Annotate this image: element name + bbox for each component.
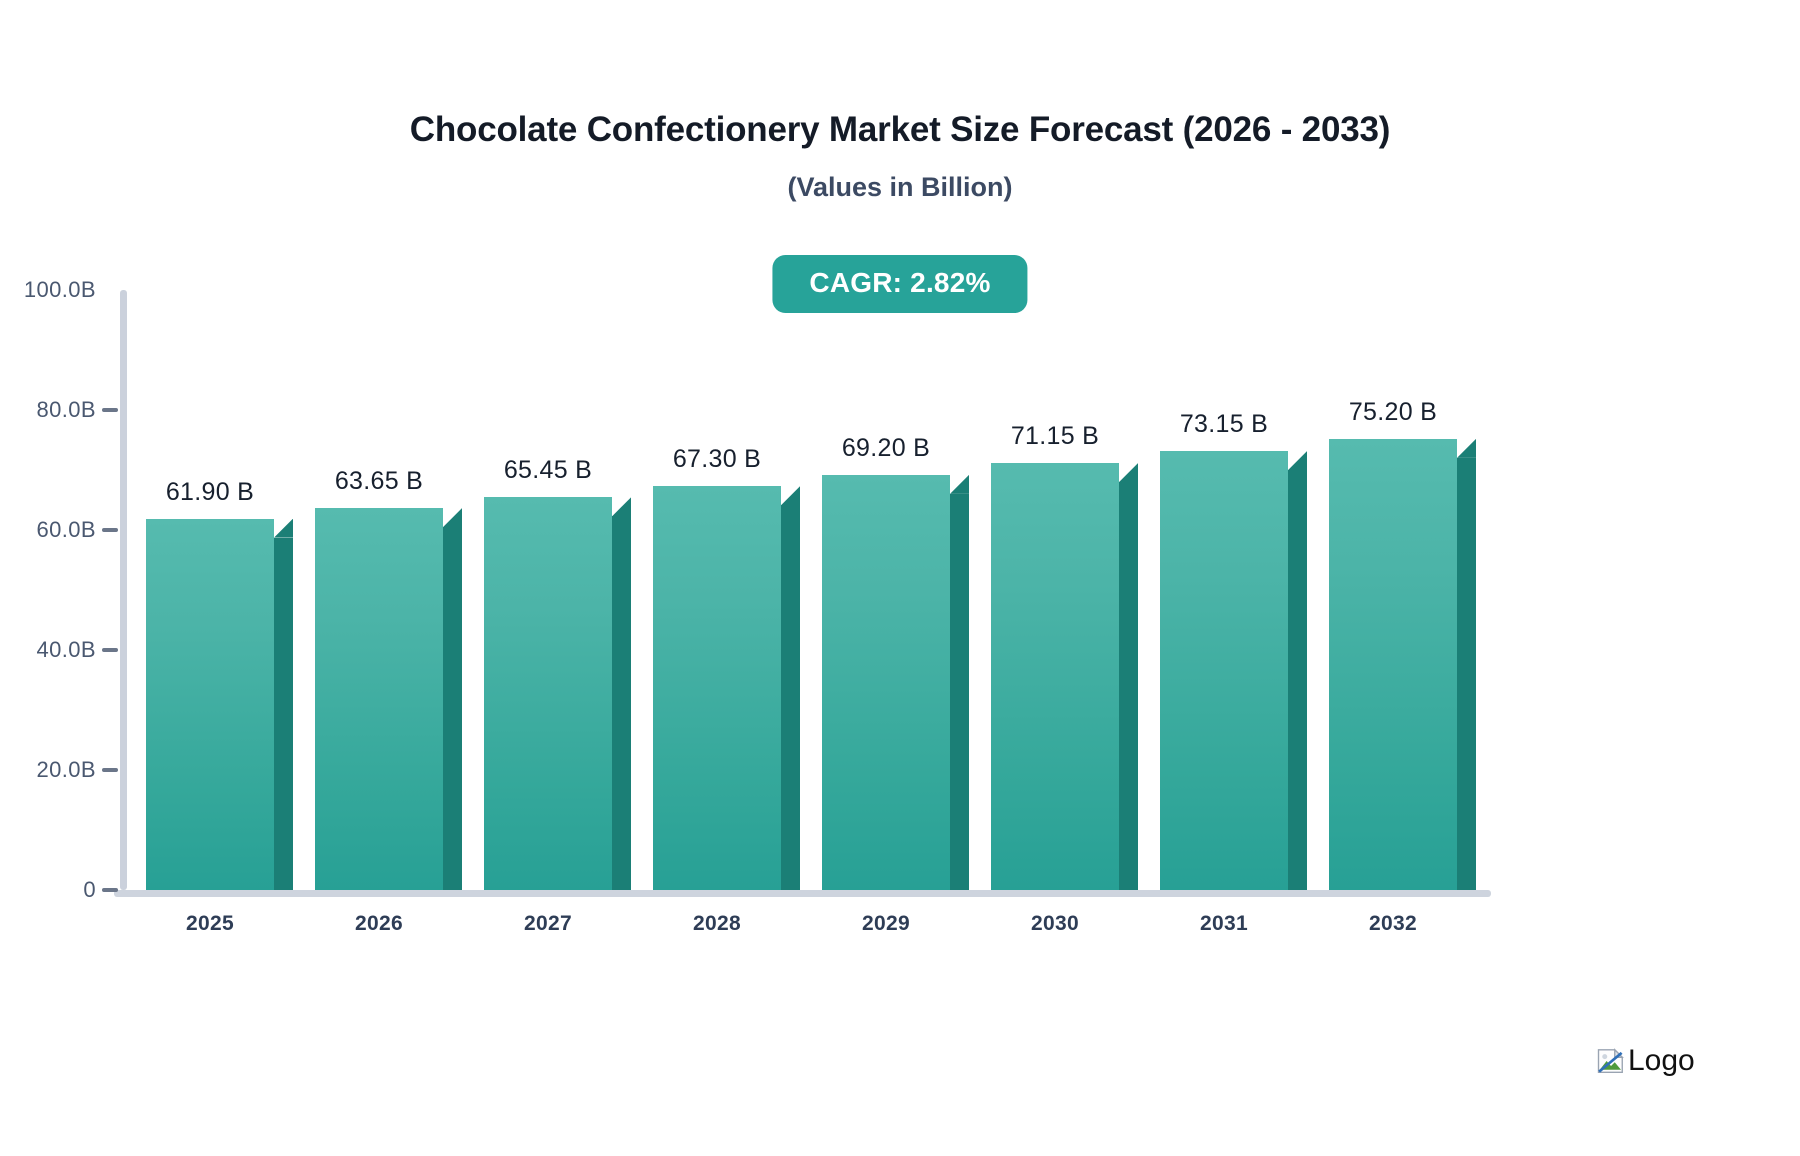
bar-front-face (1160, 451, 1288, 890)
bar-2029[interactable]: 69.20 B 2029 (822, 434, 969, 935)
bar-side-face (1288, 470, 1307, 890)
bar-value-label: 61.90 B (165, 477, 255, 506)
bar-2030[interactable]: 71.15 B 2030 (991, 422, 1138, 935)
x-tick-label: 2030 (1031, 912, 1079, 935)
bar-value-label: 69.20 B (841, 433, 931, 462)
bar-series: 61.90 B 2025 63.65 B 2026 65.45 B 2027 67.30 B… (138, 290, 1490, 935)
x-tick-label: 2029 (862, 912, 910, 935)
y-tick-mark (102, 408, 118, 412)
bar-top-bevel (612, 497, 631, 517)
x-axis-line (114, 890, 1491, 897)
bar-value-label: 65.45 B (503, 456, 593, 485)
bar-2026[interactable]: 63.65 B 2026 (315, 467, 462, 935)
bar-top-bevel (443, 508, 462, 528)
y-tick-mark (102, 648, 118, 652)
bar-side-face (274, 537, 293, 890)
y-tick-label: 0 (83, 877, 96, 902)
bar-value-label: 71.15 B (1010, 422, 1100, 451)
bar-value-label: 67.30 B (672, 445, 762, 474)
bar-side-face (443, 527, 462, 890)
bar-top-bevel (1288, 451, 1307, 471)
y-tick-mark (102, 768, 118, 772)
bar-side-face (950, 493, 969, 890)
cagr-badge: CAGR: 2.82% (772, 255, 1028, 313)
y-tick-label: 40.0B (36, 637, 96, 662)
bar-front-face (146, 518, 274, 890)
x-tick-label: 2032 (1369, 912, 1417, 935)
bar-front-face (822, 474, 950, 890)
logo-alt-text: Logo (1628, 1044, 1695, 1077)
bar-top-bevel (950, 474, 969, 494)
bar-value-label: 63.65 B (334, 467, 424, 496)
bar-top-bevel (1119, 463, 1138, 483)
y-tick-label: 20.0B (36, 757, 96, 782)
bar-side-face (1457, 457, 1476, 890)
bar-2028[interactable]: 67.30 B 2028 (653, 445, 800, 935)
bar-value-label: 73.15 B (1179, 410, 1269, 439)
plot-area: 0 20.0B 40.0B 60.0B 80.0B 100.0B 61.90 B… (24, 277, 1491, 935)
y-tick-label: 80.0B (36, 397, 96, 422)
logo: Logo (1596, 1046, 1695, 1076)
bar-2027[interactable]: 65.45 B 2027 (484, 456, 631, 935)
bar-2031[interactable]: 73.15 B 2031 (1160, 410, 1307, 935)
bar-side-face (612, 516, 631, 890)
bar-front-face (1329, 438, 1457, 890)
y-tick-mark (102, 528, 118, 532)
broken-image-icon (1597, 1048, 1624, 1073)
chart-title: Chocolate Confectionery Market Size Fore… (409, 110, 1391, 149)
bar-value-label: 75.20 B (1348, 397, 1438, 426)
bar-top-bevel (1457, 438, 1476, 458)
bar-front-face (315, 508, 443, 890)
x-tick-label: 2025 (186, 912, 234, 935)
x-tick-label: 2026 (355, 912, 403, 935)
bar-2032[interactable]: 75.20 B 2032 (1329, 398, 1476, 935)
bar-top-bevel (781, 486, 800, 506)
y-tick-mark (102, 888, 118, 892)
x-tick-label: 2031 (1200, 912, 1248, 935)
y-axis-line (120, 290, 127, 890)
y-tick-label: 60.0B (36, 517, 96, 542)
x-tick-label: 2027 (524, 912, 572, 935)
bar-top-bevel (274, 518, 293, 538)
bar-side-face (1119, 482, 1138, 890)
chart-subtitle: (Values in Billion) (787, 172, 1013, 202)
x-tick-label: 2028 (693, 912, 741, 935)
bar-side-face (781, 505, 800, 890)
y-tick-label: 100.0B (23, 277, 96, 302)
bar-2025[interactable]: 61.90 B 2025 (146, 478, 293, 935)
bar-front-face (991, 463, 1119, 890)
bar-front-face (653, 486, 781, 890)
bar-front-face (484, 497, 612, 890)
